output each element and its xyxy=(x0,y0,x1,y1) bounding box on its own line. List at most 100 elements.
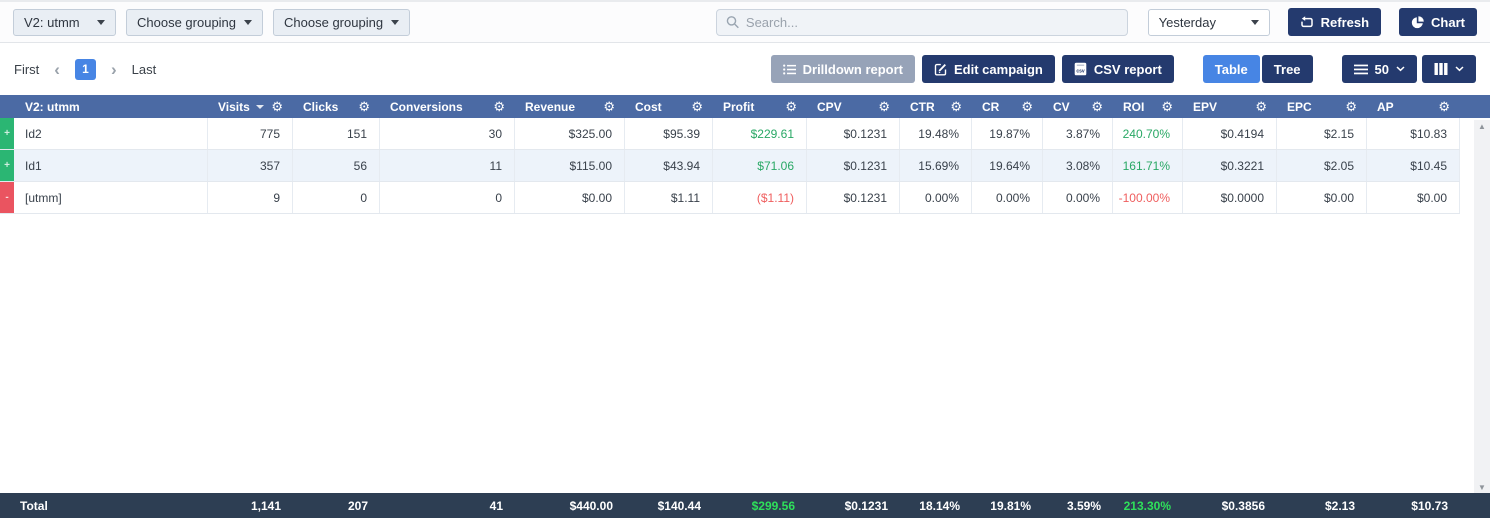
cell-cv: 3.87% xyxy=(1043,118,1113,149)
pagination-next-icon[interactable]: › xyxy=(110,59,117,79)
column-header-profit[interactable]: Profit ⚙ xyxy=(713,95,807,118)
pagination-first[interactable]: First xyxy=(14,61,40,77)
column-header-epc[interactable]: EPC ⚙ xyxy=(1277,95,1367,118)
column-header-v2-utmm[interactable]: V2: utmm xyxy=(0,95,208,118)
table-body: + Id2 775 151 30 $325.00 $95.39 $229.61 $0.1231 1… xyxy=(0,118,1460,214)
grouping-select-1[interactable]: Choose grouping xyxy=(126,8,264,36)
cell-revenue: $0.00 xyxy=(515,182,625,213)
edit-campaign-button[interactable]: Edit campaign xyxy=(922,55,1055,83)
column-header-roi[interactable]: ROI ⚙ xyxy=(1113,95,1183,118)
cell-cv: 3.08% xyxy=(1043,150,1113,181)
column-settings-gear-icon[interactable]: ⚙ xyxy=(1161,99,1173,114)
column-settings-gear-icon[interactable]: ⚙ xyxy=(603,99,615,114)
cell-cr: 0.00% xyxy=(972,182,1043,213)
table-view-button[interactable]: Table xyxy=(1202,55,1260,83)
tree-view-button[interactable]: Tree xyxy=(1261,55,1313,83)
chevron-down-icon xyxy=(1396,66,1405,72)
column-header-label: Conversions xyxy=(390,99,463,114)
tree-view-label: Tree xyxy=(1273,61,1301,77)
column-settings-gear-icon[interactable]: ⚙ xyxy=(358,99,370,114)
column-settings-gear-icon[interactable]: ⚙ xyxy=(1345,99,1357,114)
total-cr: 19.81% xyxy=(990,498,1031,513)
column-header-cv[interactable]: CV ⚙ xyxy=(1043,95,1113,118)
column-header-epv[interactable]: EPV ⚙ xyxy=(1183,95,1277,118)
pagination-prev-icon[interactable]: ‹ xyxy=(54,59,60,79)
column-header-ctr[interactable]: CTR ⚙ xyxy=(900,95,972,118)
total-epc: $2.13 xyxy=(1324,498,1355,513)
cell-epv: $0.0000 xyxy=(1183,182,1277,213)
scroll-up-icon[interactable]: ▲ xyxy=(1478,122,1486,131)
grouping-select-1-label: Choose grouping xyxy=(137,14,237,30)
column-settings-gear-icon[interactable]: ⚙ xyxy=(1438,99,1450,114)
list-icon xyxy=(782,64,796,74)
refresh-button[interactable]: Refresh xyxy=(1287,8,1382,36)
cell-ctr: 15.69% xyxy=(900,150,972,181)
column-header-label: Revenue xyxy=(525,99,576,114)
positive-status-indicator: + xyxy=(0,118,14,149)
table-row[interactable]: + Id2 775 151 30 $325.00 $95.39 $229.61 $0.1231 1… xyxy=(0,118,1460,150)
cell-conversions: 30 xyxy=(380,118,515,149)
column-header-cpv[interactable]: CPV ⚙ xyxy=(807,95,900,118)
edit-icon xyxy=(934,63,947,75)
column-settings-gear-icon[interactable]: ⚙ xyxy=(1021,99,1033,114)
total-revenue: $440.00 xyxy=(569,498,613,513)
column-header-ap[interactable]: AP ⚙ xyxy=(1367,95,1460,118)
column-settings-gear-icon[interactable]: ⚙ xyxy=(878,99,890,114)
cell-ap: $10.83 xyxy=(1367,118,1460,149)
cell-profit: $71.06 xyxy=(713,150,807,181)
column-settings-gear-icon[interactable]: ⚙ xyxy=(1091,99,1103,114)
search-box xyxy=(715,8,1128,36)
cell-profit: ($1.11) xyxy=(713,182,807,213)
row-name-cell: + Id1 xyxy=(0,150,208,181)
total-clicks: 207 xyxy=(347,498,368,513)
cell-profit: $229.61 xyxy=(713,118,807,149)
scroll-down-icon[interactable]: ▼ xyxy=(1478,483,1486,492)
column-settings-gear-icon[interactable]: ⚙ xyxy=(1255,99,1267,114)
column-settings-gear-icon[interactable]: ⚙ xyxy=(785,99,797,114)
column-header-cost[interactable]: Cost ⚙ xyxy=(625,95,713,118)
campaign-select[interactable]: V2: utmm xyxy=(13,8,116,36)
cell-cpv: $0.1231 xyxy=(807,182,900,213)
cell-epc: $0.00 xyxy=(1277,182,1367,213)
column-header-revenue[interactable]: Revenue ⚙ xyxy=(515,95,625,118)
cell-conversions: 11 xyxy=(380,150,515,181)
search-input[interactable] xyxy=(745,14,1118,30)
column-settings-gear-icon[interactable]: ⚙ xyxy=(950,99,962,114)
cell-clicks: 151 xyxy=(293,118,380,149)
chart-button[interactable]: Chart xyxy=(1399,8,1477,36)
vertical-scrollbar[interactable]: ▲ ▼ xyxy=(1474,120,1490,495)
cell-cpv: $0.1231 xyxy=(807,118,900,149)
column-header-label: Clicks xyxy=(303,99,339,114)
total-ap: $10.73 xyxy=(1411,498,1448,513)
date-range-select[interactable]: Yesterday xyxy=(1147,8,1270,36)
total-roi: 213.30% xyxy=(1123,498,1171,513)
column-settings-gear-icon[interactable]: ⚙ xyxy=(691,99,703,114)
column-settings-gear-icon[interactable]: ⚙ xyxy=(493,99,505,114)
drilldown-report-button[interactable]: Drilldown report xyxy=(770,55,916,83)
cell-ctr: 19.48% xyxy=(900,118,972,149)
csv-report-button[interactable]: csv CSV report xyxy=(1061,55,1174,83)
row-name: Id1 xyxy=(25,158,42,173)
chevron-down-icon xyxy=(1455,66,1464,72)
cell-epv: $0.3221 xyxy=(1183,150,1277,181)
total-cpv: $0.1231 xyxy=(844,498,888,513)
cell-cv: 0.00% xyxy=(1043,182,1113,213)
top-toolbar: V2: utmm Choose grouping Choose grouping… xyxy=(0,2,1490,43)
column-header-cr[interactable]: CR ⚙ xyxy=(972,95,1043,118)
table-row[interactable]: - [utmm] 9 0 0 $0.00 $1.11 ($1.11) $0.1231 0.00% 0… xyxy=(0,182,1460,214)
view-mode-toggle: Table Tree xyxy=(1202,55,1313,83)
pagination: First ‹ 1 › Last xyxy=(14,58,157,80)
refresh-label: Refresh xyxy=(1320,14,1370,30)
pagination-current-page[interactable]: 1 xyxy=(74,58,96,80)
column-header-clicks[interactable]: Clicks ⚙ xyxy=(293,95,380,118)
grouping-select-2[interactable]: Choose grouping xyxy=(273,8,411,36)
columns-button[interactable] xyxy=(1422,55,1476,83)
column-header-label: CR xyxy=(982,99,1000,114)
column-header-conversions[interactable]: Conversions ⚙ xyxy=(380,95,515,118)
pagination-last[interactable]: Last xyxy=(131,61,157,77)
rows-per-page-button[interactable]: 50 xyxy=(1341,55,1417,83)
chevron-down-icon xyxy=(1250,19,1259,25)
column-settings-gear-icon[interactable]: ⚙ xyxy=(271,99,283,114)
table-row[interactable]: + Id1 357 56 11 $115.00 $43.94 $71.06 $0.1231 15.… xyxy=(0,150,1460,182)
column-header-visits[interactable]: Visits ⚙ xyxy=(208,95,293,118)
